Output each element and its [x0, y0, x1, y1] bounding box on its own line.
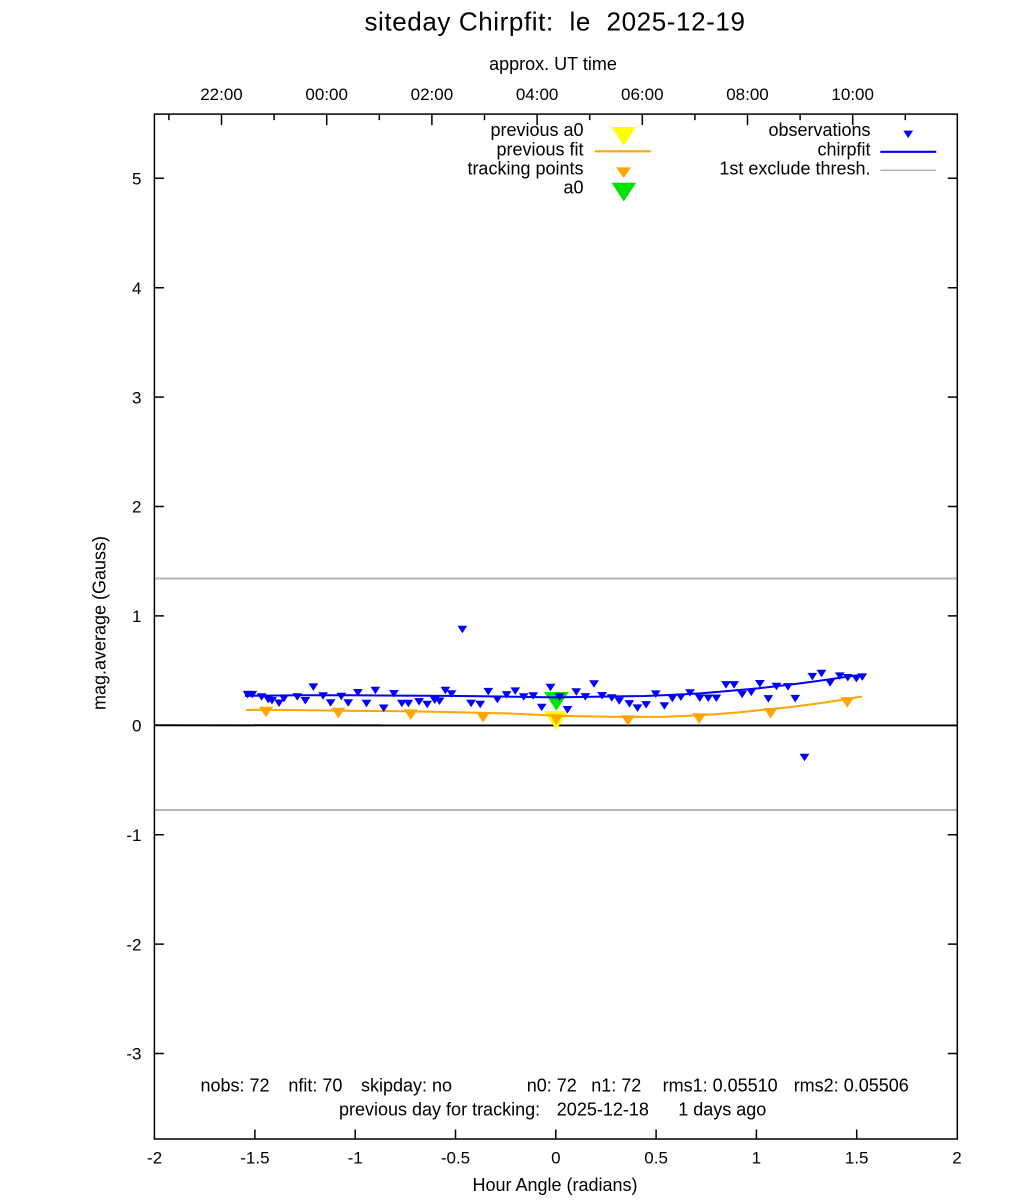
svg-text:rms1: 0.05510: rms1: 0.05510 — [663, 1076, 778, 1096]
svg-text:previous fit: previous fit — [496, 139, 583, 159]
svg-text:22:00: 22:00 — [200, 85, 243, 104]
svg-text:2: 2 — [132, 498, 141, 517]
svg-text:-2: -2 — [126, 935, 141, 954]
svg-text:1: 1 — [752, 1148, 761, 1167]
svg-text:04:00: 04:00 — [516, 85, 559, 104]
svg-text:-1: -1 — [348, 1148, 363, 1167]
svg-text:siteday Chirpfit: le 2025-12: siteday Chirpfit: le 2025-12-19 — [364, 6, 745, 36]
svg-text:previous a0: previous a0 — [490, 120, 583, 140]
svg-text:Hour Angle (radians): Hour Angle (radians) — [472, 1175, 637, 1195]
svg-text:00:00: 00:00 — [305, 85, 348, 104]
svg-text:4: 4 — [132, 279, 141, 298]
svg-text:02:00: 02:00 — [411, 85, 454, 104]
svg-text:2: 2 — [952, 1148, 961, 1167]
svg-text:observations: observations — [768, 120, 870, 140]
svg-text:1: 1 — [132, 607, 141, 626]
svg-text:5: 5 — [132, 170, 141, 189]
svg-text:chirpfit: chirpfit — [817, 139, 870, 159]
svg-text:1st exclude thresh.: 1st exclude thresh. — [719, 159, 870, 179]
svg-text:skipday: no: skipday: no — [361, 1076, 452, 1096]
svg-text:n1: 72: n1: 72 — [591, 1076, 641, 1096]
svg-text:a0: a0 — [563, 178, 583, 198]
svg-text:1 days ago: 1 days ago — [678, 1100, 766, 1120]
svg-text:-1.5: -1.5 — [240, 1148, 269, 1167]
svg-text:0.5: 0.5 — [644, 1148, 668, 1167]
svg-text:1.5: 1.5 — [845, 1148, 869, 1167]
svg-text:nfit: 70: nfit: 70 — [288, 1076, 342, 1096]
svg-text:n0: 72: n0: 72 — [527, 1076, 577, 1096]
svg-text:0: 0 — [132, 717, 141, 736]
svg-text:2025-12-18: 2025-12-18 — [557, 1100, 649, 1120]
svg-text:approx. UT time: approx. UT time — [489, 54, 617, 74]
svg-text:-0.5: -0.5 — [441, 1148, 470, 1167]
svg-text:tracking points: tracking points — [467, 159, 583, 179]
svg-text:-3: -3 — [126, 1045, 141, 1064]
svg-text:rms2: 0.05506: rms2: 0.05506 — [794, 1076, 909, 1096]
svg-text:previous day for tracking:: previous day for tracking: — [339, 1100, 540, 1120]
svg-text:-2: -2 — [147, 1148, 162, 1167]
svg-text:nobs: 72: nobs: 72 — [201, 1076, 270, 1096]
svg-text:-1: -1 — [126, 826, 141, 845]
svg-text:3: 3 — [132, 388, 141, 407]
svg-text:mag.average (Gauss): mag.average (Gauss) — [90, 536, 110, 710]
svg-text:06:00: 06:00 — [621, 85, 664, 104]
svg-text:08:00: 08:00 — [726, 85, 769, 104]
svg-text:0: 0 — [551, 1148, 560, 1167]
svg-text:10:00: 10:00 — [831, 85, 874, 104]
